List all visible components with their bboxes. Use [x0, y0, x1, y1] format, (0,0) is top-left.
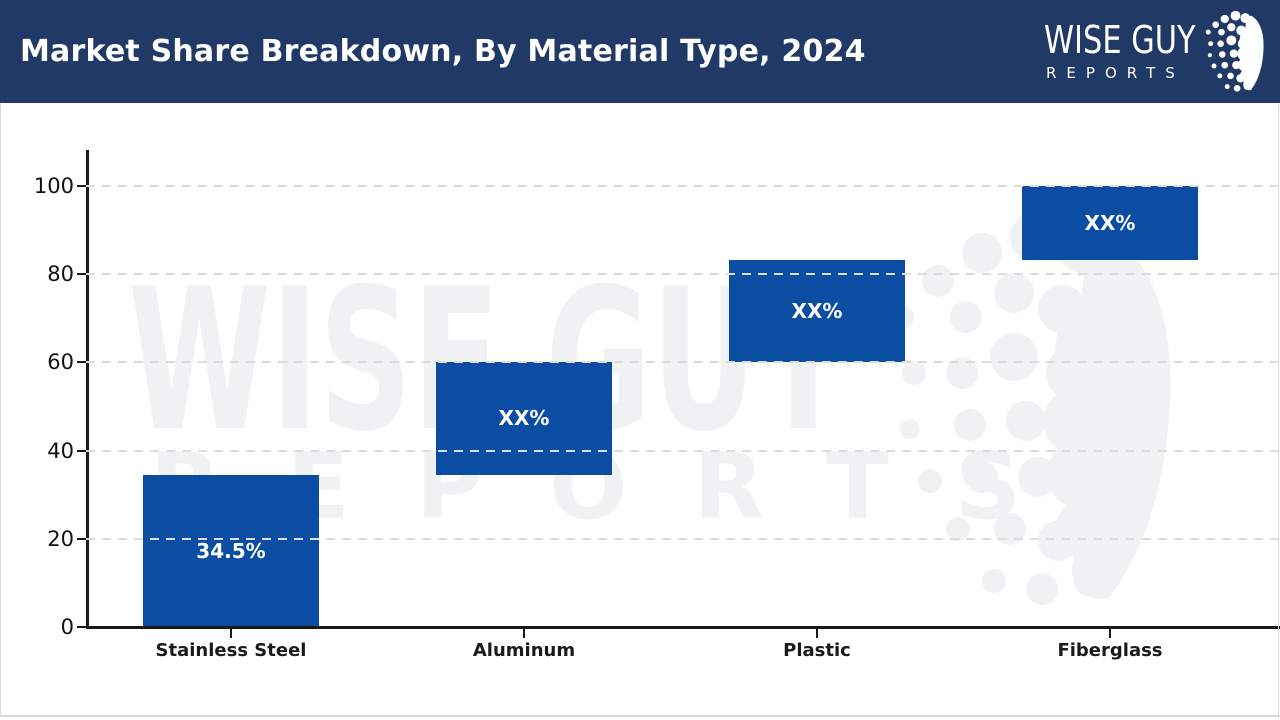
x-axis-line — [86, 626, 1280, 629]
y-tick-mark-40 — [77, 449, 86, 452]
x-tick-mark-0 — [230, 629, 232, 638]
y-tick-mark-60 — [77, 361, 86, 364]
page-title: Market Share Breakdown, By Material Type… — [20, 34, 866, 69]
card-edge-bottom — [0, 715, 1280, 717]
gridline-40 — [86, 449, 1280, 452]
logo-reports-text: REPORTS — [1046, 64, 1185, 82]
logo-face-icon — [1205, 10, 1264, 92]
bar-value-label-0: 34.5% — [196, 538, 266, 563]
x-tick-mark-3 — [1109, 629, 1111, 638]
y-tick-label-40: 40 — [47, 438, 74, 463]
y-tick-mark-80 — [77, 273, 86, 276]
x-category-label-2: Plastic — [783, 640, 851, 661]
y-tick-label-20: 20 — [47, 526, 74, 551]
y-tick-mark-100 — [77, 185, 86, 187]
y-tick-label-60: 60 — [47, 350, 74, 375]
bar-3 — [1022, 186, 1198, 260]
y-axis-spine — [86, 150, 89, 629]
bar-2 — [729, 259, 905, 362]
gridline-80 — [86, 273, 1280, 276]
card-edge-right — [1278, 103, 1279, 717]
wise-guy-logo: WISE GUY REPORTS — [1030, 8, 1266, 98]
x-tick-mark-2 — [816, 629, 818, 638]
y-tick-mark-0 — [77, 626, 86, 628]
gridline-60 — [86, 361, 1280, 364]
x-category-label-1: Aluminum — [472, 640, 576, 661]
y-tick-label-100: 100 — [33, 174, 74, 198]
bar-0 — [143, 474, 319, 627]
x-category-label-0: Stainless Steel — [155, 640, 307, 661]
x-tick-mark-1 — [523, 629, 525, 638]
y-tick-label-80: 80 — [47, 262, 74, 287]
y-tick-mark-20 — [77, 537, 86, 540]
card-edge-left — [0, 103, 1, 717]
x-category-label-3: Fiberglass — [1057, 640, 1163, 661]
bar-value-label-2: XX% — [791, 298, 843, 323]
bar-value-label-3: XX% — [1084, 210, 1136, 235]
logo-brand-text: WISE GUY — [1044, 18, 1196, 62]
gridline-100 — [86, 185, 1280, 187]
bar-1 — [436, 361, 612, 475]
bar-value-label-1: XX% — [498, 406, 550, 431]
header-bar: Market Share Breakdown, By Material Type… — [0, 0, 1280, 103]
gridline-20 — [86, 537, 1280, 540]
y-tick-label-0: 0 — [60, 615, 74, 639]
